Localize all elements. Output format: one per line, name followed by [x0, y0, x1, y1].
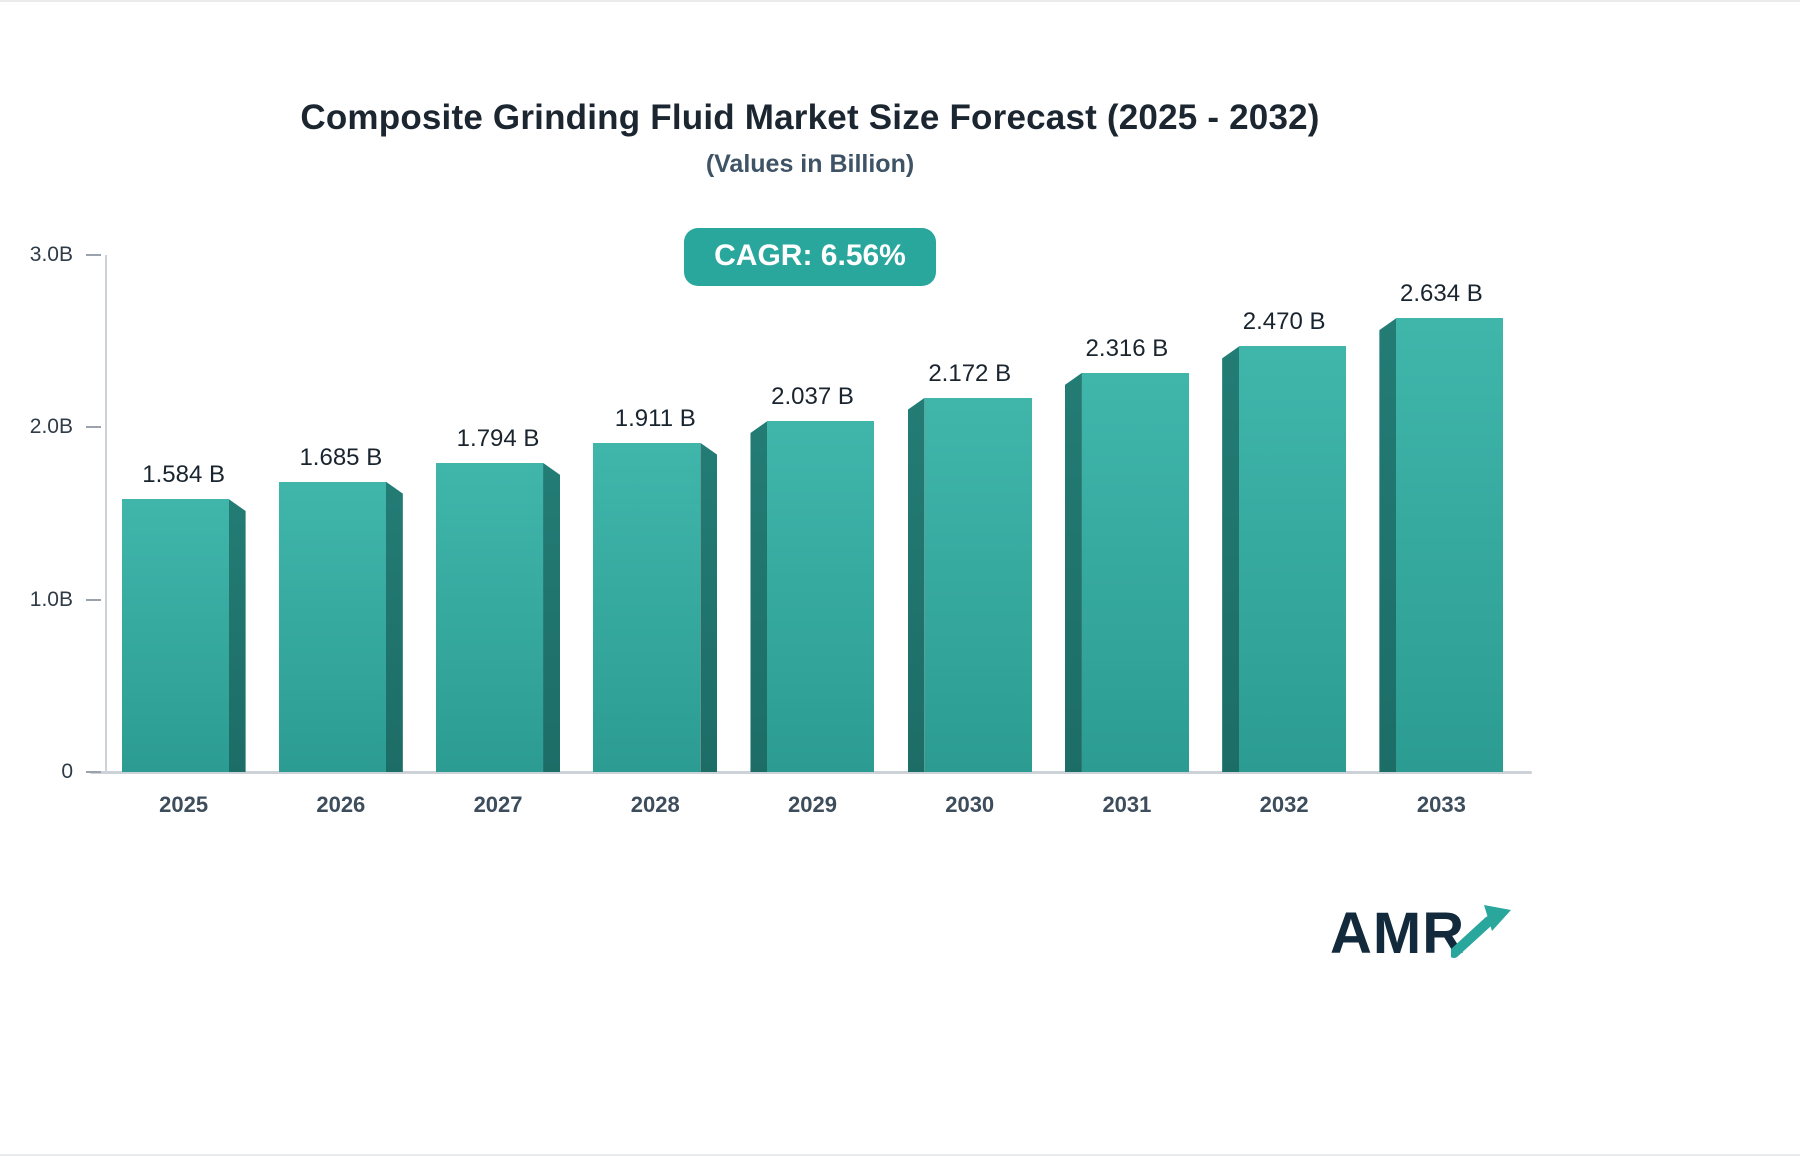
bar-value-label: 1.911 B	[614, 404, 696, 432]
chart-title: Composite Grinding Fluid Market Size For…	[300, 98, 1320, 137]
y-tick-label: 0	[61, 760, 73, 783]
y-axis-line	[105, 255, 107, 772]
bar: 2.316 B	[1064, 335, 1189, 772]
bar-slot: 1.794 B	[419, 255, 576, 772]
y-tick-mark	[86, 598, 101, 601]
bar: 2.634 B	[1379, 280, 1504, 772]
bar: 1.794 B	[436, 425, 561, 772]
bar-front-face	[1239, 346, 1347, 772]
bar-value-label: 2.634 B	[1399, 280, 1483, 308]
bar: 2.470 B	[1222, 308, 1347, 772]
bar-slot: 2.316 B	[1048, 255, 1205, 772]
bar: 2.172 B	[907, 360, 1032, 772]
y-tick-mark	[86, 426, 101, 429]
brand-logo: AMR	[1330, 900, 1515, 967]
y-axis: 0 1.0B 2.0B 3.0B	[0, 243, 105, 783]
x-tick-label: 2031	[1102, 792, 1152, 817]
bar-slot: 1.584 B	[105, 255, 262, 772]
bar-side-face	[1379, 318, 1397, 772]
plot-area: 1.584 B 1.685 B 1.794 B 1.911 B 2.037 B 2.172…	[105, 255, 1520, 772]
bar-value-label: 2.172 B	[928, 359, 1012, 387]
bar-side-face	[385, 481, 403, 772]
y-tick-label: 2.0B	[29, 415, 73, 439]
bar-side-face	[543, 462, 561, 772]
y-tick-mark	[86, 254, 101, 256]
bar-value-label: 2.037 B	[771, 383, 854, 410]
cagr-badge: CAGR: 6.56%	[684, 228, 936, 286]
x-tick-label: 2032	[1259, 792, 1309, 817]
bar-slot: 2.172 B	[891, 255, 1048, 772]
bar-front-face	[1081, 372, 1189, 772]
bar: 1.584 B	[121, 461, 246, 772]
bar-side-face	[1064, 372, 1082, 772]
bar-value-label: 2.470 B	[1242, 308, 1326, 336]
bar-slot: 1.911 B	[577, 255, 734, 772]
bars-container: 1.584 B 1.685 B 1.794 B 1.911 B 2.037 B 2.172…	[105, 255, 1520, 772]
bar-front-face	[278, 481, 386, 772]
bar-slot: 1.685 B	[262, 255, 419, 772]
x-tick-label: 2029	[788, 792, 837, 817]
bar-slot: 2.470 B	[1206, 255, 1363, 772]
x-tick-label: 2027	[473, 792, 523, 817]
bar: 2.037 B	[750, 383, 875, 772]
x-tick-label: 2026	[316, 792, 366, 817]
bar-front-face	[1396, 318, 1504, 772]
y-tick-mark	[86, 771, 101, 773]
bar-front-face	[767, 421, 875, 772]
bar-value-label: 1.685 B	[299, 443, 383, 471]
bar-front-face	[121, 499, 229, 772]
bar-side-face	[700, 442, 718, 772]
bar-side-face	[907, 397, 925, 772]
cagr-badge-wrap: CAGR: 6.56%	[0, 228, 1620, 286]
bar-slot: 2.037 B	[734, 255, 891, 772]
x-tick-label: 2033	[1416, 792, 1466, 817]
bar-value-label: 2.316 B	[1085, 334, 1169, 362]
x-tick-label: 2025	[159, 792, 209, 817]
bar-value-label: 1.794 B	[456, 424, 540, 452]
brand-logo-text: AMR	[1330, 901, 1466, 966]
bar-side-face	[228, 499, 246, 772]
bar-front-face	[593, 442, 701, 772]
bar: 1.911 B	[593, 405, 718, 772]
chart-subtitle: (Values in Billion)	[705, 150, 915, 178]
x-axis-labels: 2025 2026 2027 2028 2029 2030 2031 2032 2033	[105, 792, 1520, 818]
logo-arrow-icon	[1451, 904, 1512, 958]
bar-slot: 2.634 B	[1363, 255, 1520, 772]
x-tick-label: 2028	[630, 792, 680, 817]
bar-front-face	[436, 462, 544, 772]
x-tick-label: 2030	[945, 792, 995, 817]
y-tick-label: 1.0B	[29, 587, 73, 611]
bar: 1.685 B	[278, 444, 403, 772]
bar-side-face	[1222, 346, 1240, 772]
bar-front-face	[924, 397, 1032, 772]
bar-side-face	[750, 421, 768, 772]
bar-value-label: 1.584 B	[142, 461, 225, 488]
x-axis-line	[90, 771, 1532, 774]
y-tick-label: 3.0B	[29, 243, 73, 266]
